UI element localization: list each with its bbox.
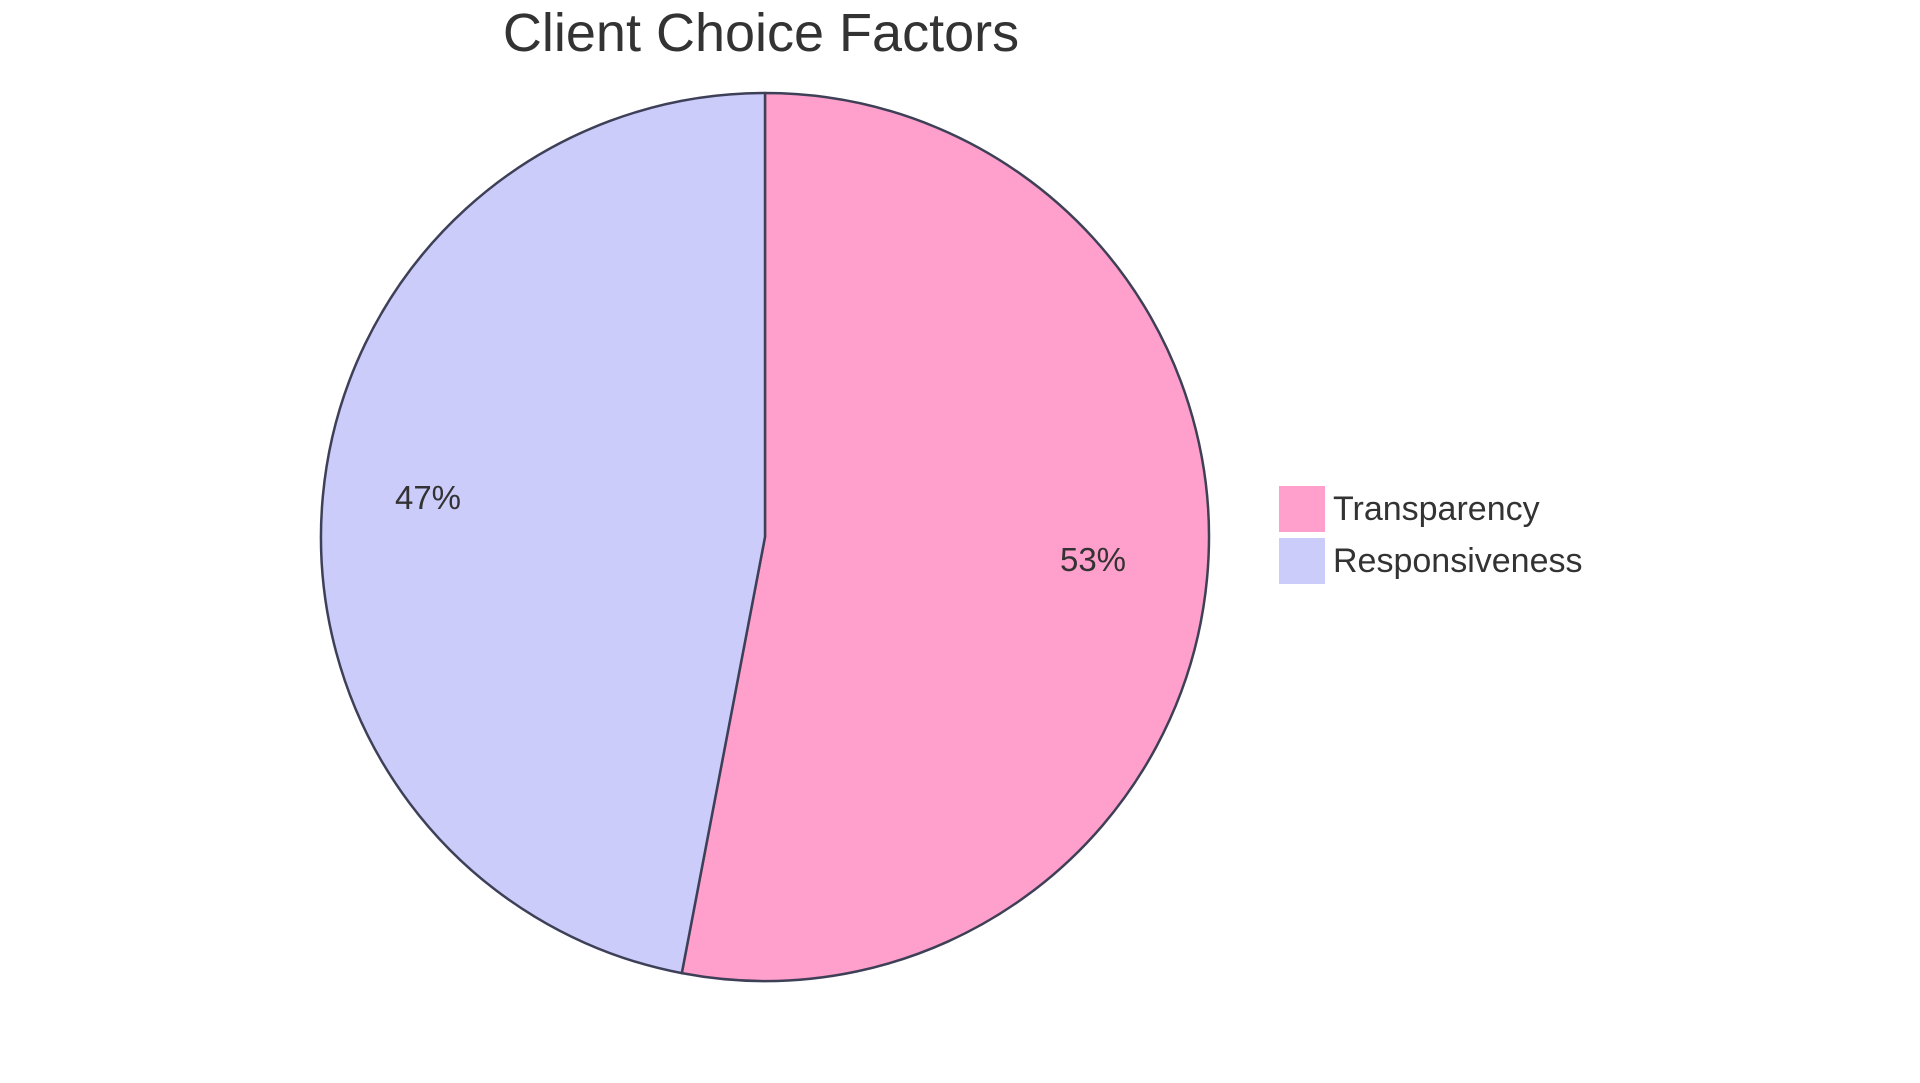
svg-text:47%: 47% — [395, 479, 461, 516]
svg-text:53%: 53% — [1060, 541, 1126, 578]
